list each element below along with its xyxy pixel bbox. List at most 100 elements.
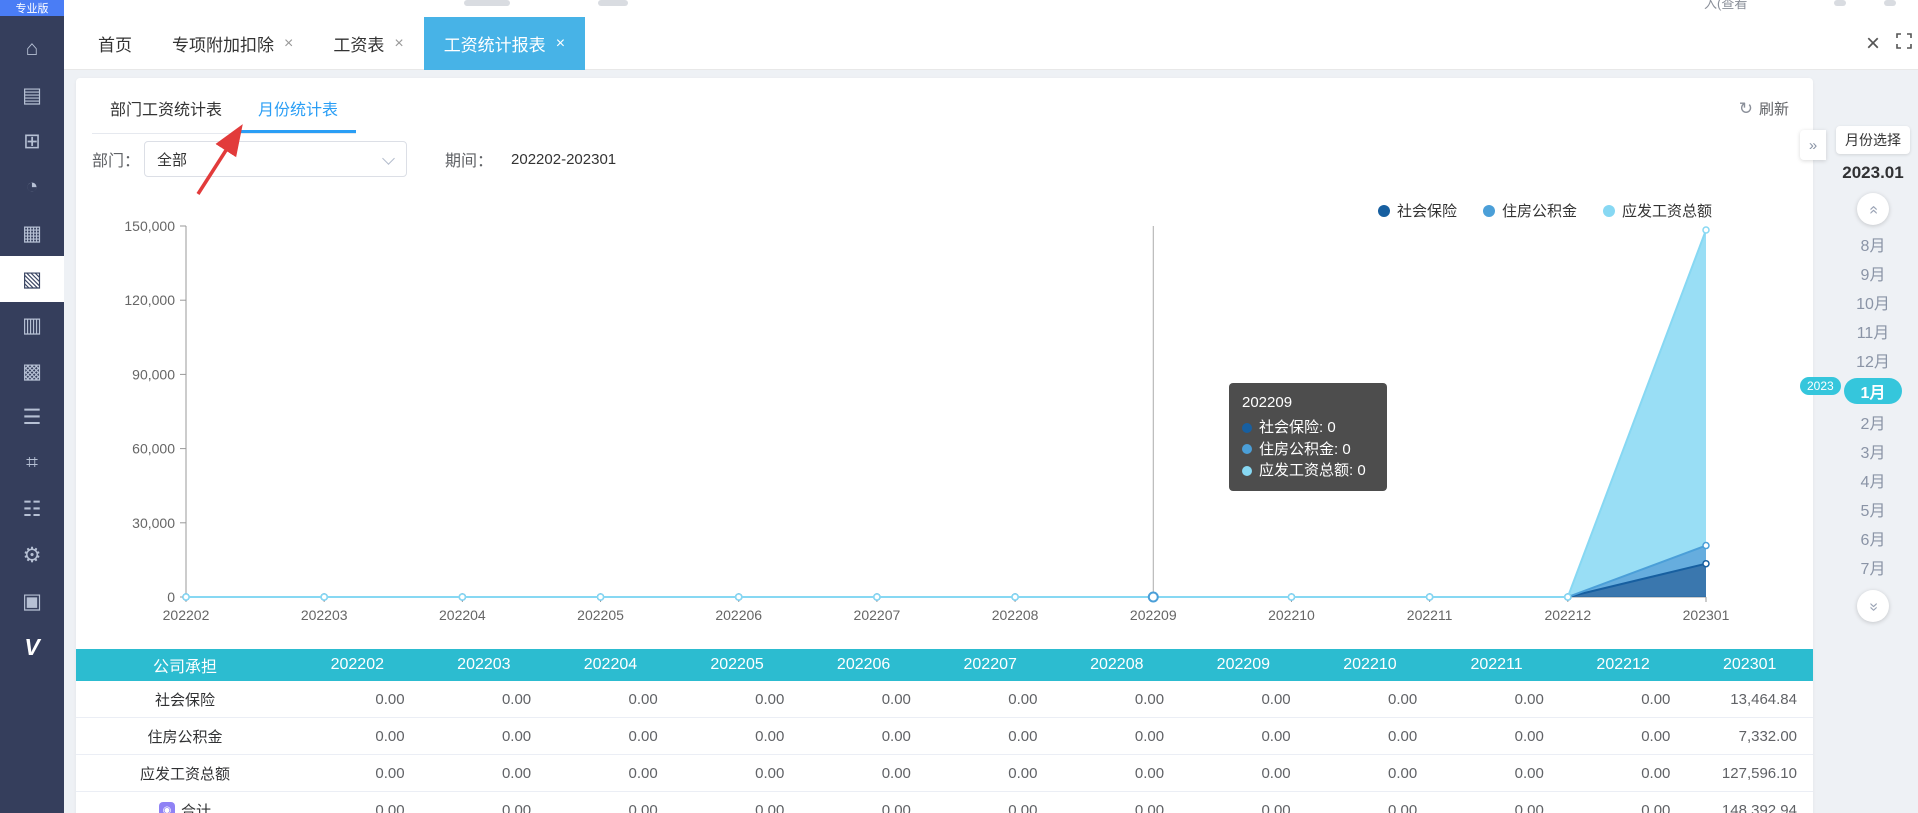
home-icon: ⌂ — [25, 37, 39, 60]
table-cell: 0.00 — [755, 690, 785, 708]
scroll-up-button[interactable]: « — [1857, 193, 1889, 225]
sidebar-item-vouchers[interactable]: ▤ — [0, 72, 64, 118]
department-select[interactable]: 全部 — [144, 141, 408, 177]
tab-工资表[interactable]: 工资表 × — [313, 17, 423, 70]
subtab-bar: 部门工资统计表 月份统计表 — [92, 88, 357, 134]
table-cell: 0.00 — [1134, 690, 1165, 708]
panel-collapse-button[interactable]: » — [1800, 130, 1826, 160]
sidebar-item-invoices[interactable]: ▦ — [0, 210, 64, 256]
partial-header-element — [598, 0, 628, 6]
row-label-text: 社会保险 — [154, 691, 215, 709]
salary-chart[interactable]: 150,000 120,000 90,000 60,000 30,000 0 202202 2… — [76, 200, 1776, 640]
department-select-value: 全部 — [157, 151, 188, 169]
sidebar-item-docs[interactable]: ▣ — [0, 578, 64, 624]
sidebar-item-tax[interactable]: ▥ — [0, 302, 64, 348]
svg-text:202204: 202204 — [439, 607, 486, 623]
month-item-1月[interactable]: 1月 — [1844, 378, 1902, 404]
svg-text:120,000: 120,000 — [124, 292, 175, 308]
total-icon: ◉ — [158, 802, 175, 813]
sidebar: 专业版 ⌂ ▤ ⊞ ◔ ▦ ▧ ▥ ▩ ☰ ⌗ ☷ ⚙ ▣ V — [0, 0, 64, 813]
current-period: 2023.01 — [1842, 163, 1904, 182]
top-tab-bar: 首页 专项附加扣除 × 工资表 × 工资统计报表 × — [78, 17, 586, 70]
month-item-8月[interactable]: 8月 — [1860, 238, 1886, 255]
svg-text:202208: 202208 — [992, 607, 1039, 623]
month-item-10月[interactable]: 10月 — [1856, 296, 1890, 313]
row-label: 社会保险 — [76, 681, 294, 717]
table-cell: 0.00 — [1514, 764, 1544, 782]
refresh-icon: ↻ — [1738, 98, 1753, 118]
sidebar-item-assets[interactable]: ▩ — [0, 348, 64, 394]
table-row: 住房公积金 0.00 0.00 0.00 0.00 0.00 0.00 0.00 0.00 0.0… — [76, 718, 1813, 755]
table-header-cell: 202211 — [1470, 656, 1523, 673]
chevron-down-icon — [382, 152, 395, 165]
month-item-12月[interactable]: 12月 — [1856, 354, 1890, 371]
month-item-7月[interactable]: 7月 — [1860, 561, 1886, 578]
contacts-icon: ☷ — [22, 497, 42, 521]
tab-首页[interactable]: 首页 — [78, 17, 152, 70]
month-item-5月[interactable]: 5月 — [1860, 503, 1886, 520]
tooltip-row: 应发工资总额: 0 — [1242, 460, 1374, 482]
close-icon[interactable]: × — [1865, 29, 1880, 57]
table-cell: 0.00 — [1261, 727, 1291, 745]
table-cell: 0.00 — [755, 801, 785, 813]
month-item-9月[interactable]: 9月 — [1860, 267, 1886, 284]
table-cell: 0.00 — [375, 764, 405, 782]
table-cell: 0.00 — [628, 801, 658, 813]
subtab-部门工资统计表[interactable]: 部门工资统计表 — [110, 102, 223, 119]
row-label: 应发工资总额 — [76, 755, 294, 791]
month-item-11月[interactable]: 11月 — [1856, 325, 1890, 342]
legend-dot-icon — [1482, 204, 1495, 217]
sidebar-item-contacts[interactable]: ☷ — [0, 486, 64, 532]
table-row: ◉ 合计 0.00 0.00 0.00 0.00 0.00 0.00 0.00 0.00 0.00 0… — [76, 792, 1813, 813]
month-item-2月[interactable]: 2月 — [1860, 416, 1886, 433]
table-cell: 0.00 — [1008, 764, 1038, 782]
sidebar-item-checkout[interactable]: ⌗ — [0, 440, 64, 486]
month-item-6月[interactable]: 6月 — [1860, 532, 1886, 549]
tab-专项附加扣除[interactable]: 专项附加扣除 × — [152, 17, 313, 70]
table-cell: 0.00 — [881, 690, 911, 708]
month-item-3月[interactable]: 3月 — [1860, 445, 1886, 462]
sidebar-nav: ⌂ ▤ ⊞ ◔ ▦ ▧ ▥ ▩ ☰ ⌗ ☷ ⚙ ▣ V — [0, 26, 64, 670]
filter-row: 部门： 全部 期间： 202202-202301 — [92, 140, 616, 178]
table-body: 社会保险 0.00 0.00 0.00 0.00 0.00 0.00 0.00 0.00 0.00… — [76, 681, 1813, 813]
tooltip-row-text: 社会保险: 0 — [1259, 418, 1336, 436]
sidebar-item-brand[interactable]: V — [0, 624, 64, 670]
subtab-月份统计表[interactable]: 月份统计表 — [240, 88, 357, 133]
svg-text:202212: 202212 — [1544, 607, 1591, 623]
svg-text:202301: 202301 — [1683, 607, 1730, 623]
tooltip-dot-icon — [1242, 444, 1252, 455]
department-label: 部门： — [92, 153, 141, 170]
annotation-arrow — [196, 124, 243, 195]
svg-text:202206: 202206 — [715, 607, 762, 623]
table-cell: 0.00 — [1388, 764, 1418, 782]
tab-close-icon[interactable]: × — [394, 34, 404, 52]
tab-close-icon[interactable]: × — [555, 34, 566, 52]
table-cell: 0.00 — [1641, 690, 1671, 708]
refresh-button[interactable]: ↻ 刷新 — [1739, 98, 1789, 119]
table-row: 应发工资总额 0.00 0.00 0.00 0.00 0.00 0.00 0.00 0.00 0.… — [76, 755, 1813, 792]
chart-legend: 社会保险 住房公积金 应发工资总额 — [1377, 200, 1712, 221]
sidebar-item-home[interactable]: ⌂ — [0, 26, 64, 72]
tab-label: 工资统计报表 — [443, 36, 546, 55]
funds-icon: ◔ — [25, 175, 39, 198]
sidebar-item-settings[interactable]: ⚙ — [0, 532, 64, 578]
legend-item-应发工资总额[interactable]: 应发工资总额 — [1602, 200, 1712, 221]
table-header-cell: 202212 — [1596, 656, 1650, 673]
tab-工资统计报表[interactable]: 工资统计报表 × — [423, 17, 586, 70]
tooltip-dot-icon — [1242, 466, 1252, 477]
sidebar-item-reports[interactable]: ⊞ — [0, 118, 64, 164]
topbar: 入(查看 首页 专项附加扣除 × 工资表 × 工资统计报表 × × — [64, 0, 1918, 70]
sidebar-item-salary-statistics[interactable]: ▧ — [0, 256, 64, 302]
month-item-4月[interactable]: 4月 — [1860, 474, 1886, 491]
chevron-up-icon: « — [1865, 205, 1882, 213]
tab-close-icon[interactable]: × — [284, 34, 294, 52]
chart-tooltip: 202209 社会保险: 0 住房公积金: 0 应发工资总额: 0 — [1229, 383, 1387, 491]
tooltip-row: 社会保险: 0 — [1242, 417, 1374, 439]
legend-item-住房公积金[interactable]: 住房公积金 — [1482, 200, 1577, 221]
sidebar-item-ledger[interactable]: ☰ — [0, 394, 64, 440]
legend-item-社会保险[interactable]: 社会保险 — [1377, 200, 1457, 221]
svg-text:60,000: 60,000 — [132, 441, 175, 457]
scroll-down-button[interactable]: » — [1857, 590, 1889, 622]
sidebar-item-funds[interactable]: ◔ — [0, 164, 64, 210]
fullscreen-icon[interactable] — [1896, 33, 1912, 54]
